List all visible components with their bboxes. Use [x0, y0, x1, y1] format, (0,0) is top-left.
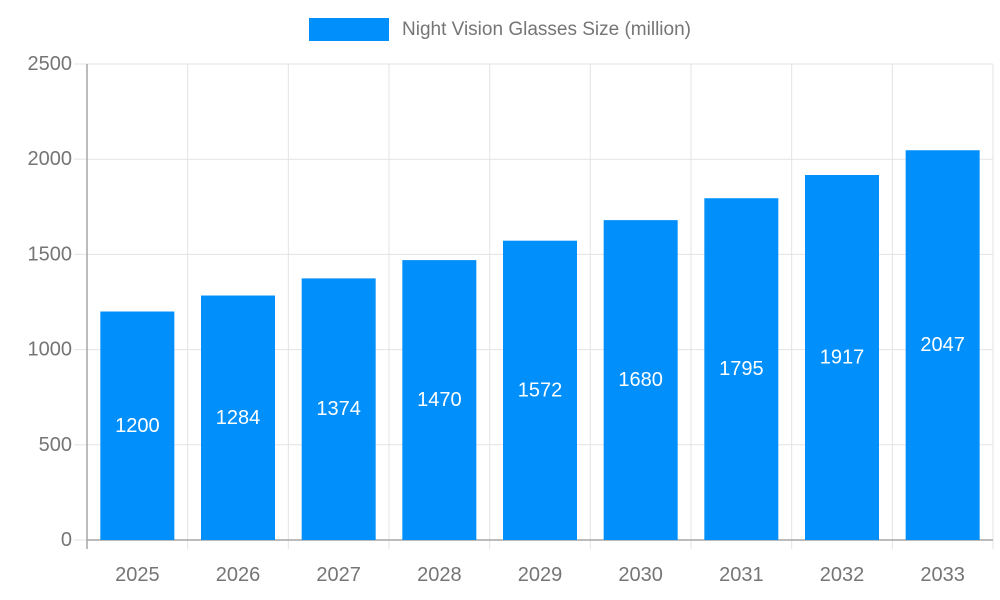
bar-2028	[402, 260, 477, 540]
y-tick-label: 1500	[28, 243, 73, 265]
x-tick-label: 2026	[216, 564, 261, 586]
chart-legend[interactable]: Night Vision Glasses Size (million)	[0, 18, 1000, 41]
x-tick-label: 2028	[417, 564, 462, 586]
bar-2032	[805, 175, 879, 540]
bar-value-label: 2047	[920, 334, 965, 356]
bar-2027	[301, 278, 376, 540]
bar-value-label: 1680	[618, 369, 663, 391]
bar-value-label: 1795	[719, 358, 764, 380]
bar-value-label: 1917	[820, 347, 865, 369]
bar-value-label: 1470	[417, 389, 462, 411]
bar-2029	[503, 240, 577, 540]
x-tick-label: 2029	[518, 564, 563, 586]
bar-2031	[704, 198, 779, 540]
y-tick-label: 500	[39, 434, 72, 456]
bar-2033	[905, 150, 980, 540]
x-tick-label: 2033	[920, 564, 965, 586]
y-tick-label: 0	[61, 529, 72, 551]
legend-label: Night Vision Glasses Size (million)	[402, 18, 691, 40]
x-tick-label: 2027	[316, 564, 361, 586]
y-tick-label: 1000	[28, 339, 73, 361]
x-tick-label: 2032	[820, 564, 865, 586]
x-tick-label: 2030	[618, 564, 663, 586]
bar-2025	[100, 311, 175, 540]
bar-2030	[603, 220, 678, 541]
bar-value-label: 1374	[316, 398, 361, 420]
legend-swatch	[309, 18, 389, 41]
bar-value-label: 1200	[115, 415, 160, 437]
bar-2026	[201, 295, 275, 540]
x-tick-label: 2025	[115, 564, 160, 586]
x-tick-label: 2031	[719, 564, 764, 586]
bar-value-label: 1284	[216, 407, 261, 429]
y-tick-label: 2000	[28, 148, 73, 170]
bar-value-label: 1572	[518, 379, 563, 401]
y-tick-label: 2500	[28, 53, 73, 75]
